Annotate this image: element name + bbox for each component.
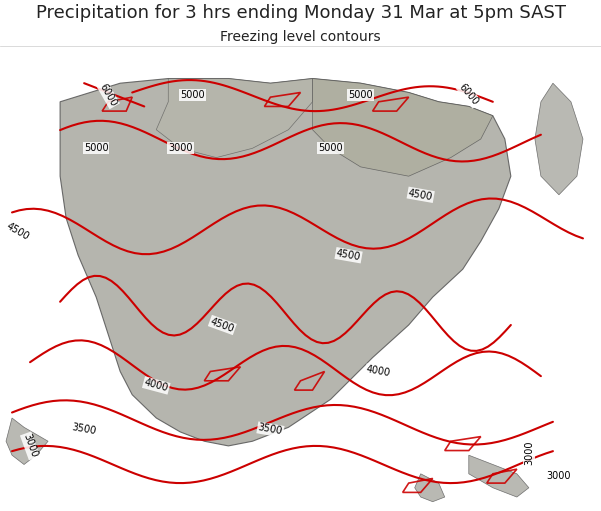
Text: 5000: 5000	[319, 143, 343, 153]
Text: 4000: 4000	[365, 364, 392, 379]
Polygon shape	[535, 83, 583, 195]
Text: 4500: 4500	[335, 248, 362, 262]
Polygon shape	[313, 79, 493, 176]
Text: 6000: 6000	[457, 82, 480, 107]
Text: Freezing level contours: Freezing level contours	[220, 30, 381, 44]
Text: 5000: 5000	[349, 90, 373, 100]
Text: 5000: 5000	[84, 143, 108, 153]
Text: 4500: 4500	[407, 188, 434, 202]
Polygon shape	[60, 79, 511, 446]
Text: 3000: 3000	[168, 143, 192, 153]
Polygon shape	[415, 474, 445, 502]
Polygon shape	[469, 455, 529, 497]
Polygon shape	[156, 79, 313, 157]
Text: 3000: 3000	[547, 471, 571, 481]
Text: 3500: 3500	[257, 423, 284, 437]
Text: 3000: 3000	[524, 440, 534, 465]
Text: Precipitation for 3 hrs ending Monday 31 Mar at 5pm SAST: Precipitation for 3 hrs ending Monday 31…	[35, 4, 566, 22]
Text: 3500: 3500	[71, 423, 97, 437]
Polygon shape	[6, 418, 48, 464]
Text: 6000: 6000	[98, 82, 118, 108]
Text: 4000: 4000	[143, 378, 169, 393]
Text: 4500: 4500	[5, 221, 31, 243]
Text: 4500: 4500	[209, 316, 236, 334]
Text: 5000: 5000	[180, 90, 204, 100]
Text: 3000: 3000	[21, 433, 39, 459]
